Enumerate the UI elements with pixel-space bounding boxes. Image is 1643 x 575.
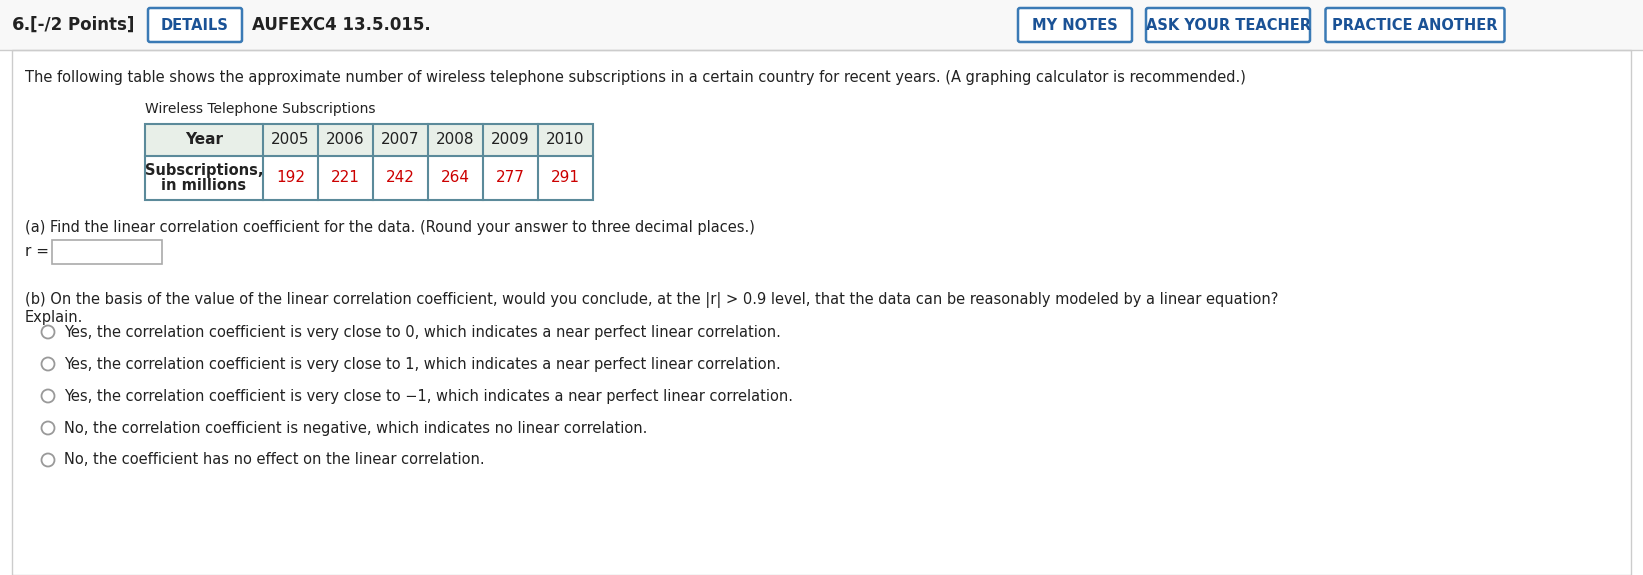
Text: Yes, the correlation coefficient is very close to −1, which indicates a near per: Yes, the correlation coefficient is very… bbox=[64, 389, 794, 404]
Text: 2006: 2006 bbox=[327, 132, 365, 148]
Text: Yes, the correlation coefficient is very close to 1, which indicates a near perf: Yes, the correlation coefficient is very… bbox=[64, 356, 780, 371]
Text: 2009: 2009 bbox=[491, 132, 529, 148]
FancyBboxPatch shape bbox=[1326, 8, 1505, 42]
FancyBboxPatch shape bbox=[1019, 8, 1132, 42]
Text: No, the correlation coefficient is negative, which indicates no linear correlati: No, the correlation coefficient is negat… bbox=[64, 420, 647, 435]
Text: 2007: 2007 bbox=[381, 132, 419, 148]
Text: 2010: 2010 bbox=[545, 132, 585, 148]
Text: 2005: 2005 bbox=[271, 132, 311, 148]
Bar bbox=[0, 0, 1643, 50]
FancyBboxPatch shape bbox=[148, 8, 242, 42]
Text: [-/2 Points]: [-/2 Points] bbox=[30, 16, 135, 34]
Text: 2008: 2008 bbox=[437, 132, 475, 148]
Bar bbox=[53, 240, 163, 264]
Text: The following table shows the approximate number of wireless telephone subscript: The following table shows the approximat… bbox=[25, 70, 1245, 85]
Text: DETAILS: DETAILS bbox=[161, 17, 228, 33]
Text: 277: 277 bbox=[496, 171, 524, 186]
Text: (b) On the basis of the value of the linear correlation coefficient, would you c: (b) On the basis of the value of the lin… bbox=[25, 292, 1278, 308]
Text: No, the coefficient has no effect on the linear correlation.: No, the coefficient has no effect on the… bbox=[64, 453, 485, 467]
Text: 6.: 6. bbox=[12, 16, 31, 34]
Text: Yes, the correlation coefficient is very close to 0, which indicates a near perf: Yes, the correlation coefficient is very… bbox=[64, 324, 780, 339]
Text: 291: 291 bbox=[550, 171, 580, 186]
FancyBboxPatch shape bbox=[1147, 8, 1309, 42]
Text: Year: Year bbox=[186, 132, 223, 148]
Bar bbox=[145, 124, 593, 200]
Text: in millions: in millions bbox=[161, 178, 246, 194]
Text: ASK YOUR TEACHER: ASK YOUR TEACHER bbox=[1145, 17, 1311, 33]
Text: 221: 221 bbox=[330, 171, 360, 186]
Text: 264: 264 bbox=[440, 171, 470, 186]
Text: MY NOTES: MY NOTES bbox=[1032, 17, 1117, 33]
Text: PRACTICE ANOTHER: PRACTICE ANOTHER bbox=[1332, 17, 1498, 33]
Bar bbox=[145, 156, 593, 200]
Text: Subscriptions,: Subscriptions, bbox=[145, 163, 263, 178]
Text: 192: 192 bbox=[276, 171, 306, 186]
Text: 242: 242 bbox=[386, 171, 416, 186]
Bar bbox=[145, 124, 593, 156]
Text: Explain.: Explain. bbox=[25, 310, 84, 325]
Text: (a) Find the linear correlation coefficient for the data. (Round your answer to : (a) Find the linear correlation coeffici… bbox=[25, 220, 754, 235]
Text: Wireless Telephone Subscriptions: Wireless Telephone Subscriptions bbox=[145, 102, 376, 116]
Text: r =: r = bbox=[25, 244, 49, 259]
Text: AUFEXC4 13.5.015.: AUFEXC4 13.5.015. bbox=[251, 16, 430, 34]
